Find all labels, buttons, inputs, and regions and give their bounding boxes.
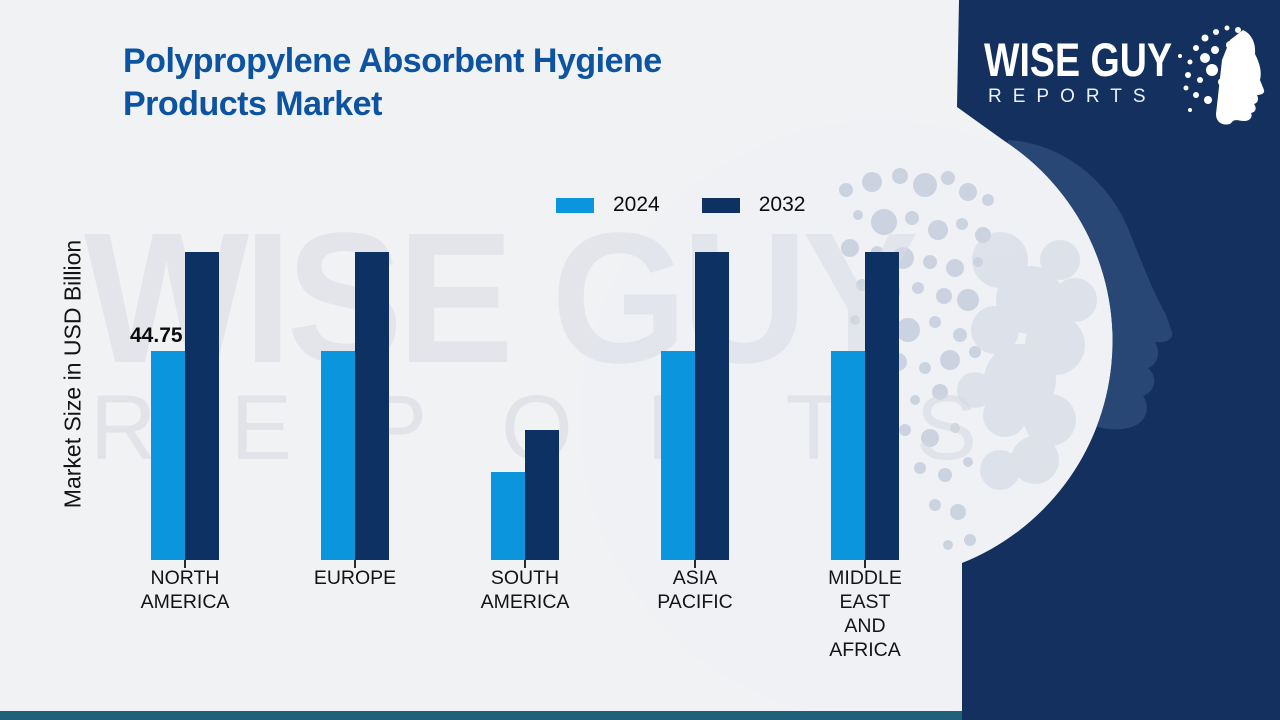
bar-2032-middle-east-and-africa — [865, 252, 899, 560]
x-axis-tick — [694, 560, 696, 568]
bar-2024-asia-pacific — [661, 351, 695, 560]
x-label-north-america: NORTH AMERICA — [140, 567, 230, 613]
legend-label-2024: 2024 — [613, 193, 660, 216]
bar-2024-middle-east-and-africa — [831, 351, 865, 560]
x-axis-tick — [864, 560, 866, 568]
bar-2032-europe — [355, 252, 389, 560]
logo-wordmark: WISE GUY — [984, 33, 1173, 86]
bar-2024-europe — [321, 351, 355, 560]
bar-2032-asia-pacific — [695, 252, 729, 560]
x-axis-tick — [354, 560, 356, 568]
page-title-line1: Polypropylene Absorbent Hygiene — [123, 42, 662, 80]
page-title: Polypropylene Absorbent Hygiene Products… — [123, 40, 662, 126]
bar-2024-south-america — [491, 472, 525, 560]
legend-swatch-2024 — [556, 198, 594, 213]
bar-2032-south-america — [525, 430, 559, 560]
bottom-accent-bar — [0, 711, 962, 720]
bar-2032-north-america — [185, 252, 219, 560]
legend-label-2032: 2032 — [758, 193, 806, 216]
logo-reports-text: REPORTS — [988, 86, 1157, 107]
page-title-line2: Products Market — [123, 85, 382, 123]
legend-swatch-2032 — [701, 198, 740, 213]
x-axis-tick — [184, 560, 186, 568]
bar-2024-north-america — [151, 351, 185, 560]
x-label-middle-east-and-africa: MIDDLE EAST AND AFRICA — [828, 567, 902, 661]
value-label: 44.75 — [130, 324, 183, 347]
x-label-asia-pacific: ASIA PACIFIC — [657, 567, 733, 613]
x-label-europe: EUROPE — [313, 567, 397, 589]
x-axis-tick — [524, 560, 526, 568]
x-label-south-america: SOUTH AMERICA — [480, 567, 570, 613]
legend: 2024 2032 — [556, 193, 847, 217]
watermark-wordmark: WISE GUY — [84, 195, 919, 402]
